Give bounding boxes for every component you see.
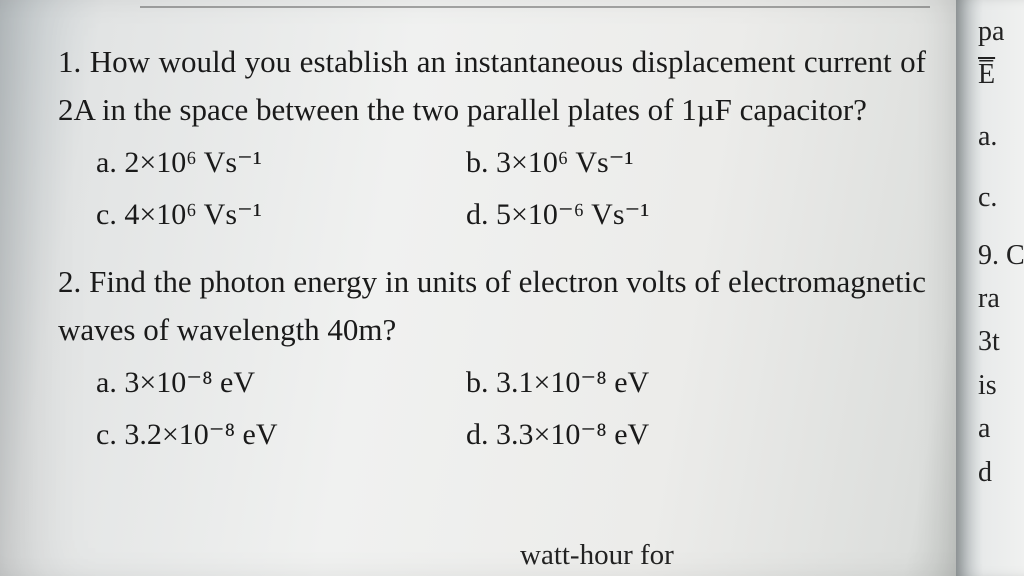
option-1c: c. 4×10⁶ Vs⁻¹ — [96, 194, 436, 236]
option-1d: d. 5×10⁻⁶ Vs⁻¹ — [466, 194, 806, 236]
right-frag: a — [978, 407, 1024, 450]
right-frag: ra — [978, 277, 1024, 320]
question-1: 1. How would you establish an instantane… — [58, 38, 926, 236]
option-value: 3×10⁶ Vs⁻¹ — [496, 146, 634, 179]
option-2a: a. 3×10⁻⁸ eV — [96, 362, 436, 404]
textbook-page: 1. How would you establish an instantane… — [0, 0, 956, 576]
question-text: Find the photon energy in units of elect… — [58, 264, 926, 347]
top-border-rule — [140, 6, 930, 8]
right-frag: 3t — [978, 320, 1024, 363]
question-2: 2. Find the photon energy in units of el… — [58, 258, 926, 456]
adjacent-page-sliver: pa E̅ a. c. 9. C ra 3t is a d — [956, 0, 1024, 576]
right-frag: E̅ — [978, 53, 1024, 96]
right-frag: is — [978, 364, 1024, 407]
right-frag: c. — [978, 176, 1024, 219]
option-label: c. — [96, 198, 117, 231]
option-label: b. — [466, 366, 489, 399]
option-2c: c. 3.2×10⁻⁸ eV — [96, 414, 436, 456]
option-value: 5×10⁻⁶ Vs⁻¹ — [496, 198, 649, 231]
right-frag: pa — [978, 10, 1024, 53]
option-label: d. — [466, 418, 489, 451]
question-text: How would you establish an instantaneous… — [58, 44, 926, 127]
question-1-options: a. 2×10⁶ Vs⁻¹ b. 3×10⁶ Vs⁻¹ c. 4×10⁶ Vs⁻… — [96, 142, 926, 236]
option-2b: b. 3.1×10⁻⁸ eV — [466, 362, 806, 404]
right-frag: d — [978, 451, 1024, 494]
option-value: 2×10⁶ Vs⁻¹ — [124, 146, 262, 179]
bottom-cut-text: watt-hour for — [520, 539, 674, 572]
option-value: 4×10⁶ Vs⁻¹ — [124, 198, 262, 231]
question-number: 2. — [58, 264, 81, 299]
right-frag: 9. C — [978, 234, 1024, 277]
option-label: a. — [96, 366, 117, 399]
option-1a: a. 2×10⁶ Vs⁻¹ — [96, 142, 436, 184]
option-1b: b. 3×10⁶ Vs⁻¹ — [466, 142, 806, 184]
option-value: 3.3×10⁻⁸ eV — [496, 418, 649, 451]
option-label: b. — [466, 146, 489, 179]
option-value: 3.1×10⁻⁸ eV — [496, 366, 649, 399]
option-label: a. — [96, 146, 117, 179]
option-label: d. — [466, 198, 489, 231]
option-label: c. — [96, 418, 117, 451]
option-2d: d. 3.3×10⁻⁸ eV — [466, 414, 806, 456]
option-value: 3×10⁻⁸ eV — [124, 366, 255, 399]
question-2-options: a. 3×10⁻⁸ eV b. 3.1×10⁻⁸ eV c. 3.2×10⁻⁸ … — [96, 362, 926, 456]
question-number: 1. — [58, 44, 81, 79]
option-value: 3.2×10⁻⁸ eV — [124, 418, 277, 451]
right-frag: a. — [978, 115, 1024, 158]
